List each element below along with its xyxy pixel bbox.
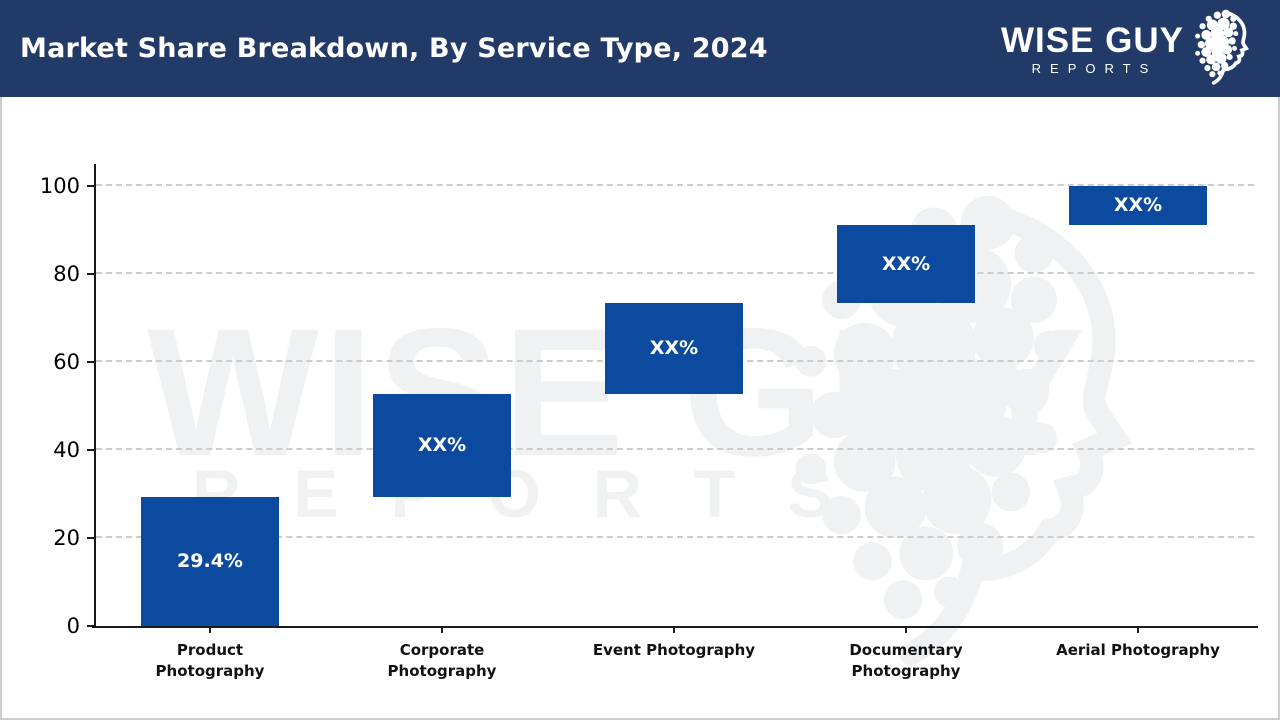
bar-value-label: XX% [881,252,931,275]
y-axis-tick-label: 0 [66,614,80,638]
gridline [96,536,1254,538]
y-axis-spine [94,164,96,626]
head-dots [1195,9,1239,77]
y-axis-tick-label: 80 [53,262,80,286]
bar: 29.4% [141,496,279,626]
y-axis-tick-mark [87,273,94,275]
bar-value-label: 29.4% [177,549,243,572]
page-title: Market Share Breakdown, By Service Type,… [20,33,768,64]
gridline [96,184,1254,186]
y-axis-tick-label: 40 [53,438,80,462]
dotted-head-icon [1195,9,1249,85]
y-axis-tick-mark [87,361,94,363]
brand-logo: WISE GUY REPORTS [1001,9,1252,89]
y-axis-tick-mark [87,185,94,187]
y-axis-tick-mark [87,537,94,539]
x-axis-tick-label: Event Photography [592,641,756,659]
x-axis-tick-label: Aerial Photography [1056,641,1220,659]
plot-area: 0 20 40 60 80 100 29.4% Product Photography XX% Co… [40,150,1258,680]
x-axis-tick-mark [209,628,211,633]
x-axis-tick-label: Documentary Photography [849,641,963,680]
gridline [96,448,1254,450]
bar-value-label: XX% [649,337,699,360]
face-profile [1211,10,1249,85]
x-axis-tick-mark [1137,628,1139,633]
x-axis-tick-mark [905,628,907,633]
y-axis-tick-label: 60 [53,350,80,374]
bar: XX% [373,393,511,497]
gridline [96,272,1254,274]
bar: XX% [1069,186,1207,225]
bar: XX% [605,303,743,394]
brand-sub-line: REPORTS [1031,60,1158,76]
report-header: Market Share Breakdown, By Service Type,… [0,0,1280,97]
bar-value-label: XX% [1113,194,1163,217]
x-axis-tick-label: Product Photography [155,641,265,680]
y-axis-tick-label: 100 [39,174,80,198]
chart-section: WISE GUY REPORTS 0 20 40 60 80 100 29.4% Produc… [0,97,1280,720]
y-axis-tick-mark [87,625,94,627]
brand-name-line: WISE GUY [1000,20,1184,60]
x-axis-tick-mark [441,628,443,633]
x-axis-tick-mark [673,628,675,633]
x-axis-tick-label: Corporate Photography [387,641,497,680]
bar-value-label: XX% [417,433,467,456]
y-axis-tick-mark [87,449,94,451]
x-axis-spine [92,626,1258,628]
bar: XX% [837,224,975,304]
brand-wordmark: WISE GUY REPORTS [1001,23,1184,75]
y-axis-tick-label: 20 [53,526,80,550]
